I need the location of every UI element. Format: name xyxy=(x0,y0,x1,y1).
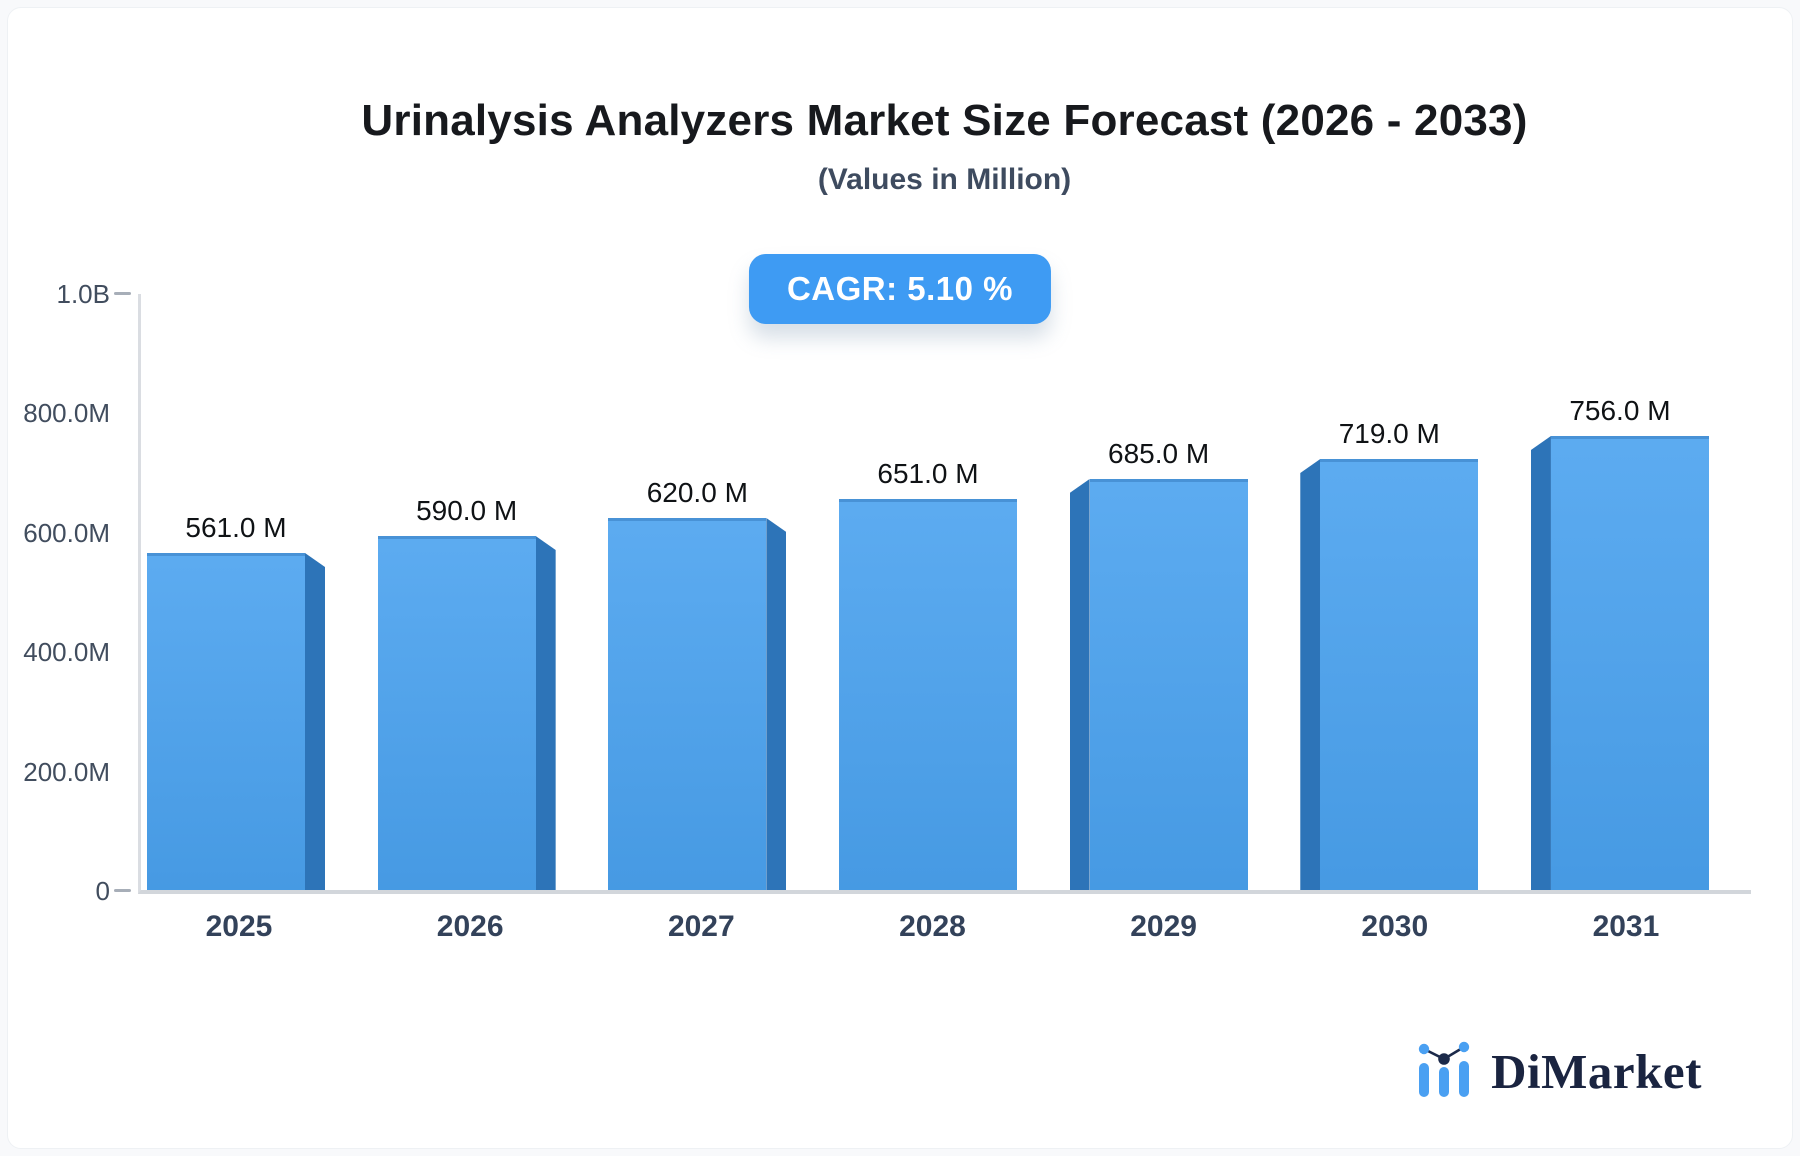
y-axis-tick-mark xyxy=(114,889,131,892)
x-axis-tick-label: 2030 xyxy=(1361,910,1429,943)
bar-2029[interactable] xyxy=(1069,479,1248,890)
y-axis-tick-mark xyxy=(114,292,131,295)
logo-text: DiMarket xyxy=(1491,1044,1702,1099)
x-axis-tick-label: 2027 xyxy=(667,910,735,943)
bar-side-shade xyxy=(535,536,556,890)
x-axis-tick-label: 2031 xyxy=(1592,910,1660,943)
bar-face xyxy=(838,499,1017,890)
bar-2026[interactable] xyxy=(377,536,556,890)
bar-2025[interactable] xyxy=(147,553,325,890)
bar-value-label: 561.0 M xyxy=(185,512,287,543)
x-axis-tick-label: 2029 xyxy=(1130,910,1197,943)
plot-area: 561.0 M 590.0 M 620.0 M xyxy=(138,294,1751,894)
bar-side-shade xyxy=(1069,479,1090,890)
bar-group-2031: 756.0 M xyxy=(1530,294,1709,890)
bar-value-label: 756.0 M xyxy=(1569,395,1671,426)
bar-group-2025: 561.0 M xyxy=(147,294,325,890)
y-axis-tick-label: 800.0M xyxy=(23,398,110,428)
y-axis-tick-label: 0 xyxy=(95,876,110,906)
chart-header: Urinalysis Analyzers Market Size Forecas… xyxy=(138,8,1751,198)
y-axis-tick-label: 600.0M xyxy=(23,518,110,548)
bars-row: 561.0 M 590.0 M 620.0 M xyxy=(147,294,1709,890)
bar-face xyxy=(147,553,305,890)
bar-group-2027: 620.0 M xyxy=(608,294,787,890)
bar-side-shade xyxy=(1530,436,1551,890)
bar-face xyxy=(377,536,536,890)
bar-face xyxy=(1320,459,1479,890)
x-axis-tick-label: 2028 xyxy=(899,910,966,943)
y-axis-tick-label: 400.0M xyxy=(23,637,110,667)
bar-value-label: 719.0 M xyxy=(1338,418,1440,449)
cagr-badge-label: CAGR: 5.10 % xyxy=(786,270,1014,307)
x-axis-tick-label: 2026 xyxy=(436,910,504,943)
bar-group-2026: 590.0 M xyxy=(377,294,556,890)
dimarket-logo[interactable]: DiMarket xyxy=(1414,1038,1702,1105)
cagr-badge: CAGR: 5.10 % xyxy=(748,254,1052,324)
bar-line-chart-icon xyxy=(1414,1038,1478,1105)
y-axis-tick-label: 200.0M xyxy=(23,757,110,787)
y-axis-tick-label: 1.0B xyxy=(56,279,111,309)
bar-value-label: 685.0 M xyxy=(1108,438,1210,469)
bar-group-2029: 685.0 M xyxy=(1069,294,1248,890)
chart-subtitle: (Values in Million) xyxy=(817,163,1072,196)
chart-card: Urinalysis Analyzers Market Size Forecas… xyxy=(7,7,1793,1149)
bar-2030[interactable] xyxy=(1300,459,1479,890)
bar-side-shade xyxy=(305,553,325,890)
bar-value-label: 651.0 M xyxy=(877,458,979,489)
x-axis-tick-label: 2025 xyxy=(205,910,273,943)
bar-2031[interactable] xyxy=(1530,436,1709,890)
bar-face xyxy=(608,518,767,890)
bar-group-2028: 651.0 M xyxy=(838,294,1017,890)
bar-2027[interactable] xyxy=(608,518,787,890)
bar-side-shade xyxy=(766,518,787,890)
bar-face xyxy=(1089,479,1248,890)
bar-group-2030: 719.0 M xyxy=(1300,294,1479,890)
bar-value-label: 620.0 M xyxy=(646,477,748,508)
chart-title: Urinalysis Analyzers Market Size Forecas… xyxy=(361,96,1528,145)
bar-side-shade xyxy=(1300,459,1321,890)
bar-face xyxy=(1550,436,1709,890)
x-axis: 2025 2026 2027 2028 2029 2030 2031 xyxy=(144,910,1757,944)
bar-value-label: 590.0 M xyxy=(416,495,518,526)
bar-2028[interactable] xyxy=(838,499,1017,890)
